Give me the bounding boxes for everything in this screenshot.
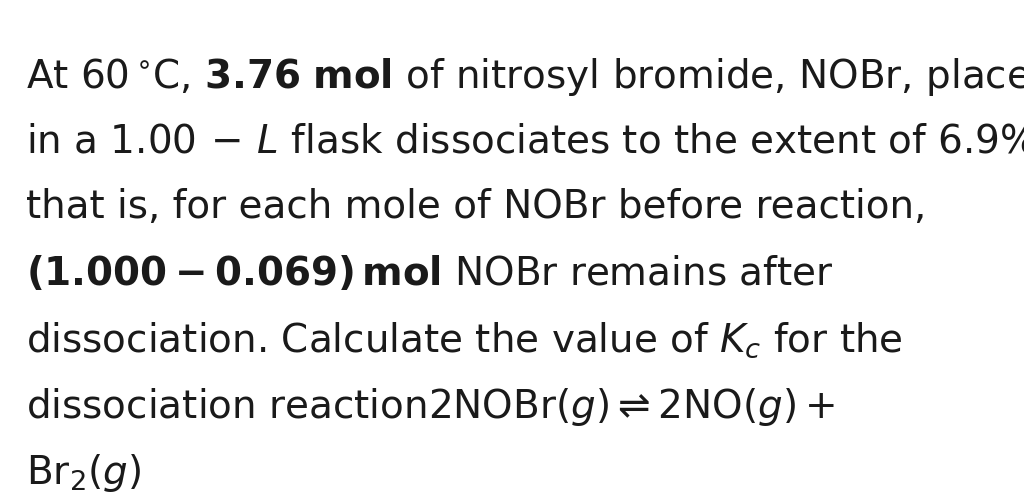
Text: that is, for each mole of NOBr before reaction,: that is, for each mole of NOBr before re…	[26, 188, 926, 226]
Text: $\mathrm{Br_2}(g)$: $\mathrm{Br_2}(g)$	[26, 452, 140, 495]
Text: in a $1.00\,-\,\mathit{L}$ flask dissociates to the extent of $6.9\%$;: in a $1.00\,-\,\mathit{L}$ flask dissoci…	[26, 122, 1024, 161]
Text: dissociation reaction$2\mathrm{NOBr}(g) \rightleftharpoons 2\mathrm{NO}(g) +$: dissociation reaction$2\mathrm{NOBr}(g) …	[26, 386, 835, 428]
Text: At $60^\circ\!\mathrm{C}$, $\mathbf{3.76}$ $\mathbf{mol}$ of nitrosyl bromide, N: At $60^\circ\!\mathrm{C}$, $\mathbf{3.76…	[26, 56, 1024, 98]
Text: dissociation. Calculate the value of $K_c$ for the: dissociation. Calculate the value of $K_…	[26, 320, 902, 360]
Text: $\mathbf{(1.000 - 0.069)\,mol}$ NOBr remains after: $\mathbf{(1.000 - 0.069)\,mol}$ NOBr rem…	[26, 254, 833, 293]
